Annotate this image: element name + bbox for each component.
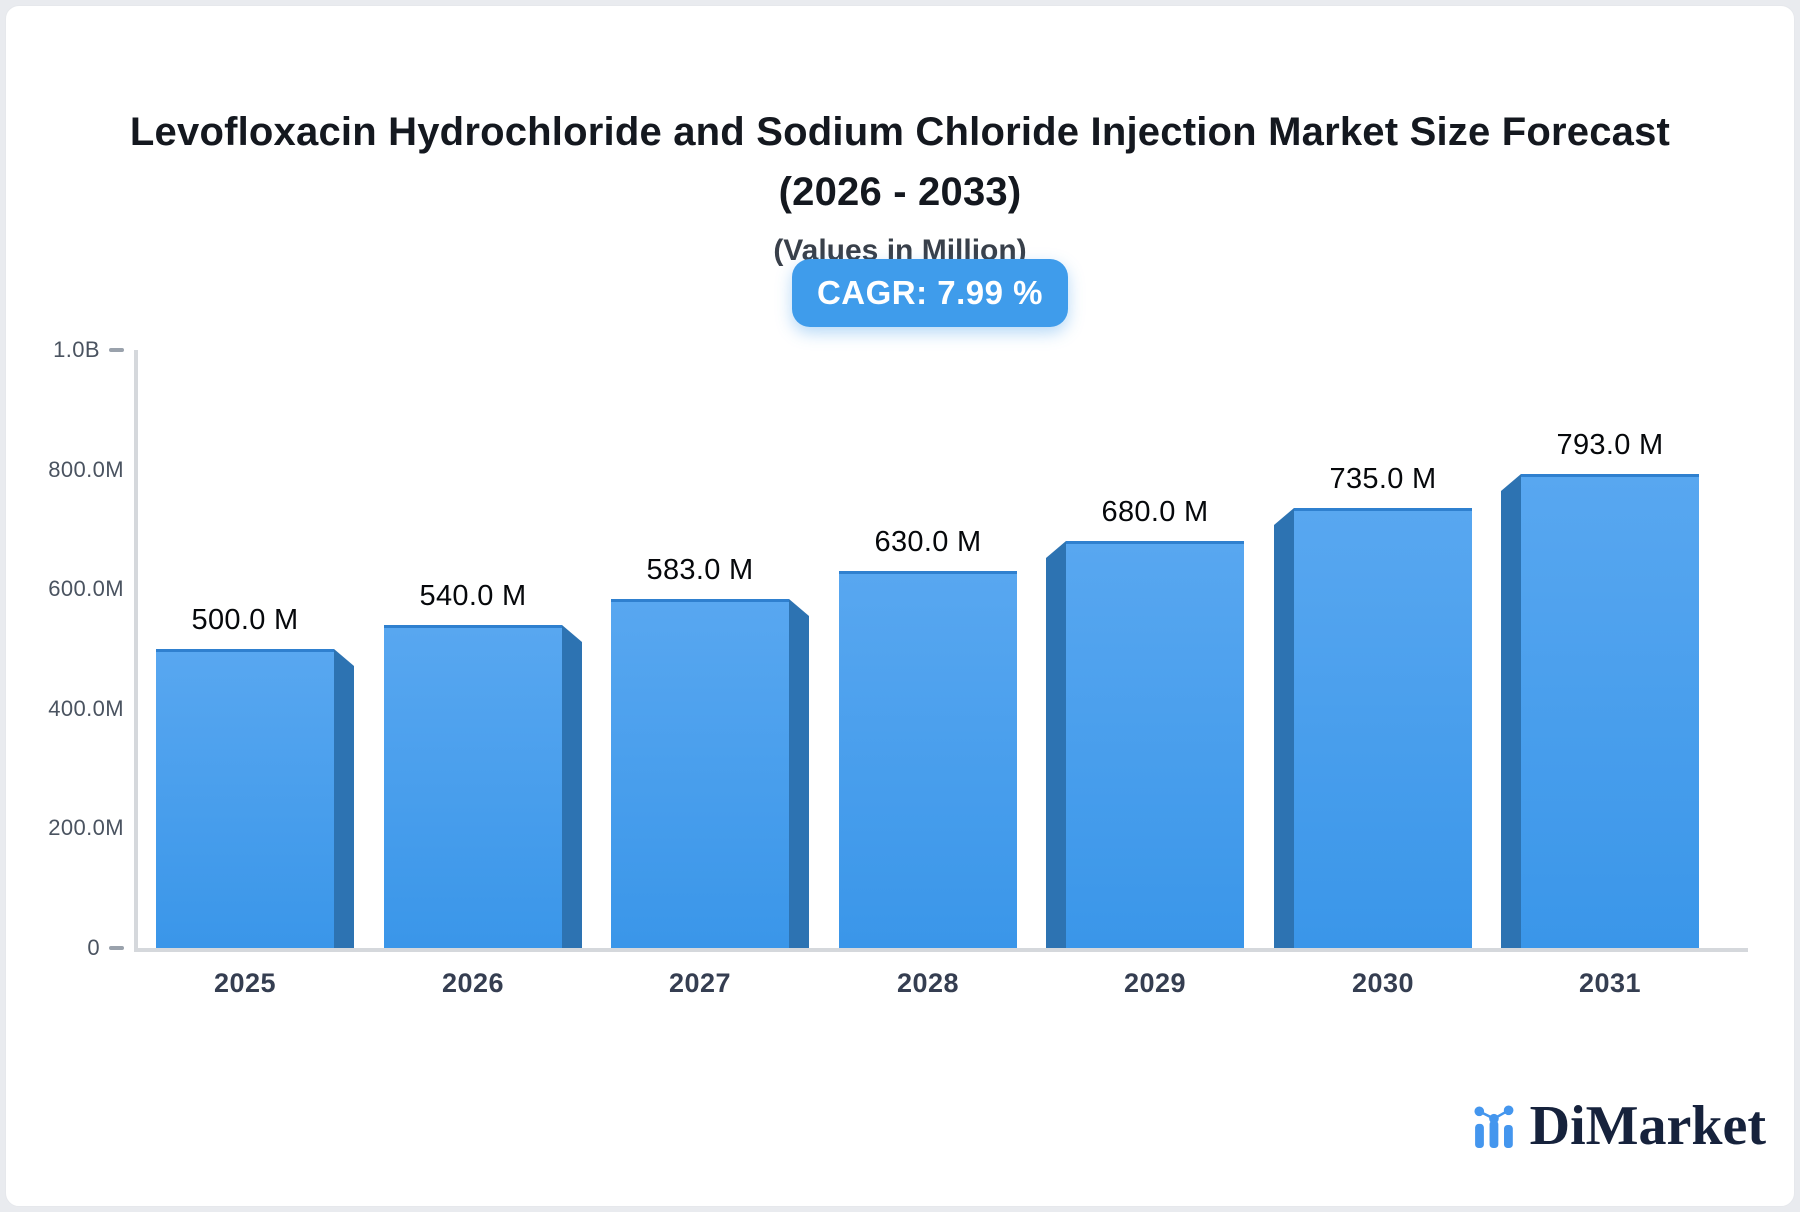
bar[interactable] (156, 649, 334, 948)
bar-side-panel (1501, 474, 1521, 948)
bar-value-label: 680.0 M (1101, 496, 1209, 528)
bar-value-label: 540.0 M (419, 580, 527, 612)
y-axis-tick-label: 200.0M (48, 815, 124, 840)
bar-chart-icon (1474, 1105, 1514, 1148)
bar[interactable] (1521, 474, 1699, 948)
x-axis-label: 2028 (896, 968, 960, 998)
bar-side-panel (1046, 541, 1066, 948)
dimarket-logo-text: DiMarket (1529, 1095, 1766, 1157)
bar-side-panel (562, 625, 582, 948)
bar[interactable] (1066, 541, 1244, 948)
bar-side-panel (1274, 508, 1294, 948)
y-axis-tick-dash (109, 946, 124, 950)
y-axis-tick-label: 400.0M (48, 696, 124, 721)
bar[interactable] (1294, 508, 1472, 948)
bar-value-label: 735.0 M (1329, 463, 1437, 495)
y-axis-tick: 1.0B (6, 333, 124, 367)
bar-value-label: 583.0 M (646, 554, 754, 586)
cagr-badge: CAGR: 7.99 % (792, 259, 1068, 327)
bar-value-label: 793.0 M (1556, 429, 1664, 461)
chart-title-line1: Levofloxacin Hydrochloride and Sodium Ch… (129, 110, 1671, 154)
y-axis-tick: 200.0M (6, 811, 124, 845)
x-axis-baseline (134, 948, 1748, 952)
y-axis-tick-label: 600.0M (48, 576, 124, 601)
x-axis-label: 2029 (1123, 968, 1187, 998)
y-axis-tick-label: 0 (87, 935, 100, 960)
y-axis-tick: 0 (6, 931, 124, 965)
dimarket-logo[interactable]: DiMarket (1474, 1098, 1766, 1154)
y-axis-line (134, 350, 138, 952)
y-axis-tick: 600.0M (6, 572, 124, 606)
cagr-badge-label: CAGR: 7.99 % (816, 274, 1044, 311)
y-axis-tick: 400.0M (6, 692, 124, 726)
x-axis-label: 2027 (668, 968, 732, 998)
y-axis-tick-dash (109, 348, 124, 352)
y-axis-tick: 800.0M (6, 453, 124, 487)
y-axis-tick-label: 1.0B (53, 337, 100, 362)
bar-value-label: 500.0 M (191, 604, 299, 636)
chart-title-line2: (2026 - 2033) (778, 170, 1022, 214)
bar-side-panel (789, 599, 809, 948)
x-axis-label: 2026 (441, 968, 505, 998)
bar[interactable] (839, 571, 1017, 948)
chart-card: Levofloxacin Hydrochloride and Sodium Ch… (5, 5, 1795, 1207)
title-block: Levofloxacin Hydrochloride and Sodium Ch… (6, 102, 1794, 268)
x-axis-label: 2025 (213, 968, 277, 998)
bar[interactable] (384, 625, 562, 948)
bar[interactable] (611, 599, 789, 948)
y-axis-tick-label: 800.0M (48, 457, 124, 482)
bar-side-panel (334, 649, 354, 948)
bar-value-label: 630.0 M (874, 526, 982, 558)
bar-chart: 1.0B 800.0M 600.0M 400.0M 200.0M 0 500.0 M 2025… (6, 6, 1796, 1208)
x-axis-label: 2030 (1351, 968, 1415, 998)
x-axis-label: 2031 (1578, 968, 1642, 998)
